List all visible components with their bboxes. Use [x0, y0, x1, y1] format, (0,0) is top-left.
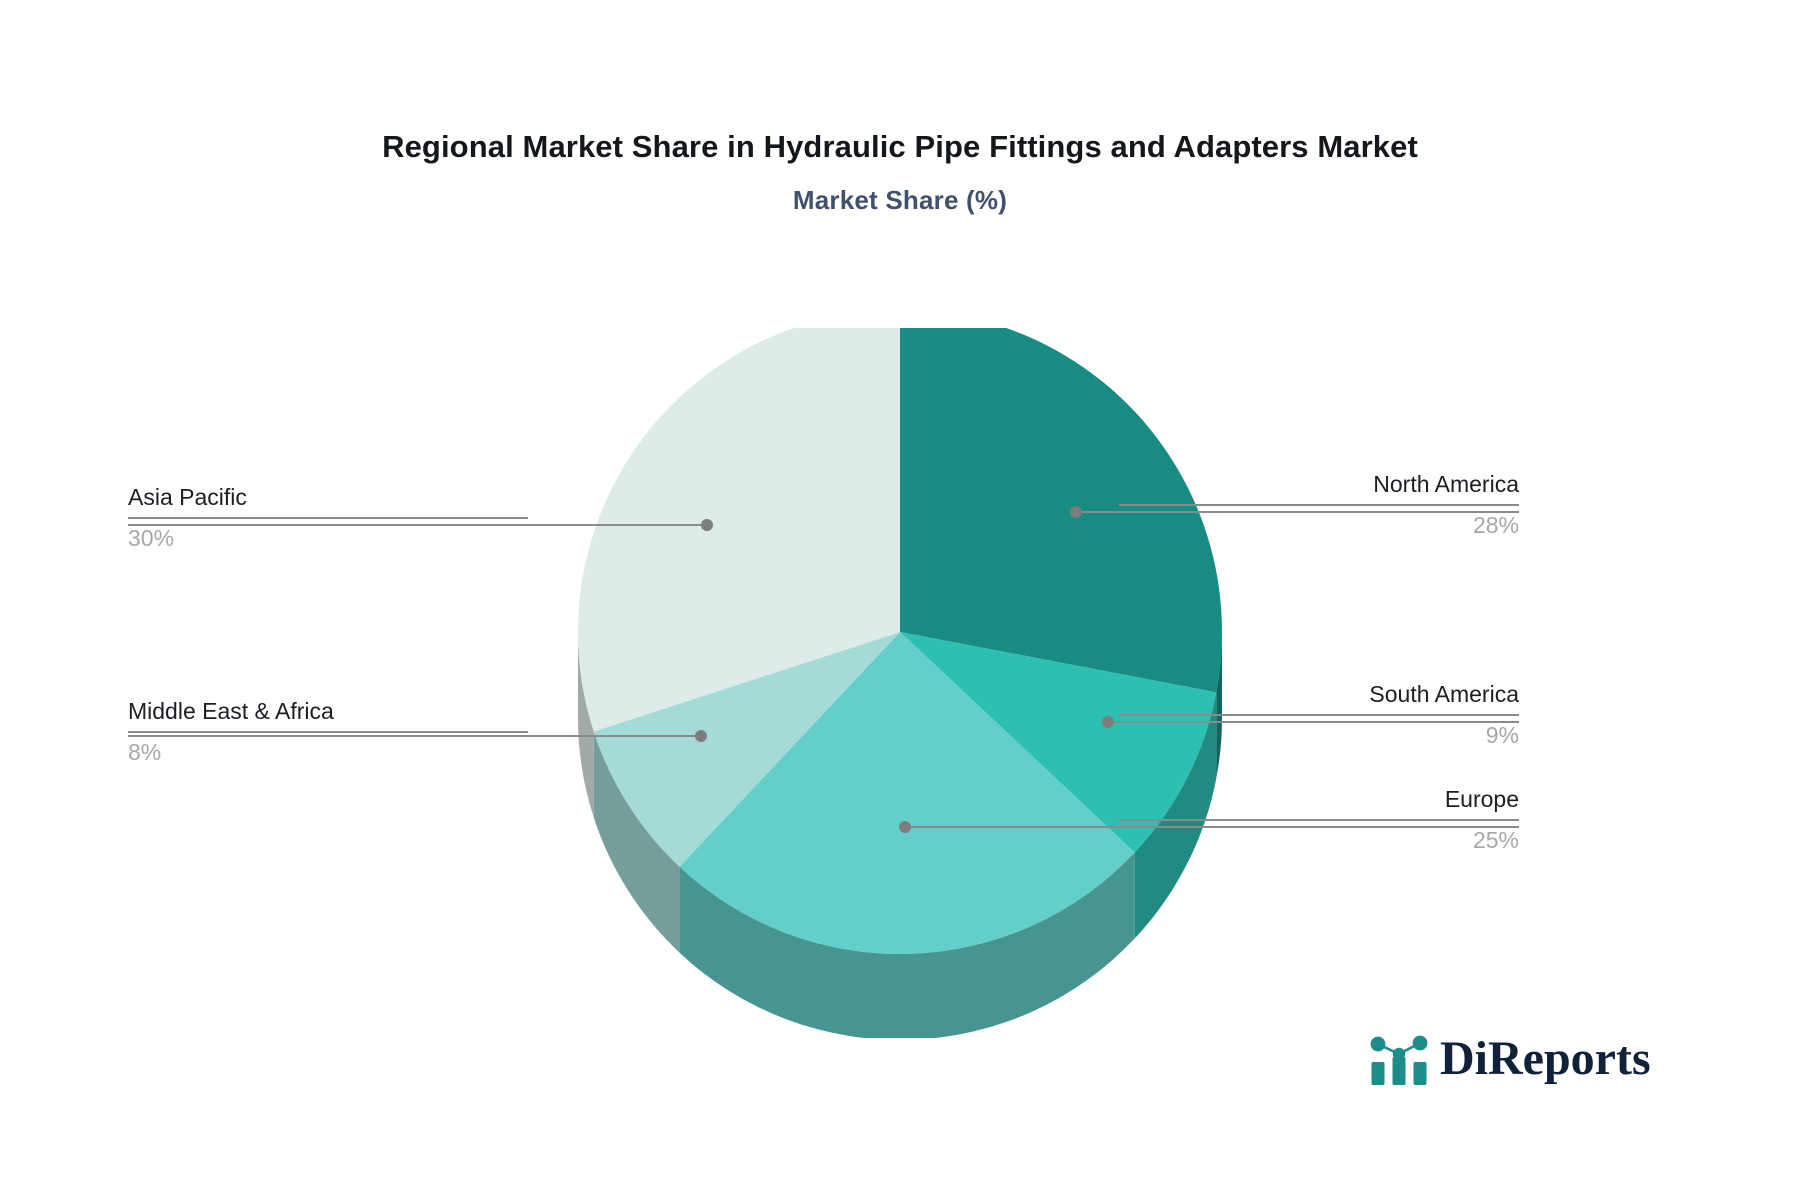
- pie-top-face: [578, 328, 1222, 954]
- callout-value-asia-pacific: 30%: [128, 524, 175, 551]
- callout-value-europe: 25%: [1472, 826, 1519, 853]
- chart-title: Regional Market Share in Hydraulic Pipe …: [382, 129, 1418, 164]
- callout-label-south-america: South America: [1369, 681, 1519, 707]
- pie-svg: [578, 328, 1222, 1038]
- chart-subtitle: Market Share (%): [792, 185, 1008, 216]
- pie-side-north-america: [1216, 632, 1222, 779]
- pie-slice-asia-pacific[interactable]: [578, 328, 900, 732]
- pie-side-europe: [679, 852, 1135, 1038]
- callout-europe: Europe 25%: [1119, 785, 1519, 855]
- bar-line-chart-icon: [1370, 1035, 1428, 1085]
- callout-rule: [128, 730, 528, 733]
- pie-slice-europe[interactable]: [679, 632, 1135, 954]
- callout-label-asia-pacific: Asia Pacific: [128, 484, 247, 510]
- pie-side-south-america: [1134, 692, 1217, 939]
- callout-value-south-america: 9%: [1485, 721, 1519, 748]
- callout-value-north-america: 28%: [1472, 511, 1519, 538]
- pie-3d-sides: [578, 632, 1222, 1038]
- callout-rule: [1119, 503, 1519, 506]
- pie-slice-north-america[interactable]: [900, 328, 1222, 693]
- brand-name: DiReports: [1440, 1032, 1651, 1085]
- direports-logo: DiReports: [1368, 1032, 1651, 1086]
- callout-label-middle-east-africa: Middle East & Africa: [128, 698, 334, 724]
- callout-south-america: South America 9%: [1119, 680, 1519, 750]
- pie-side-middle-east-africa: [593, 731, 680, 953]
- chart-header: Regional Market Share in Hydraulic Pipe …: [0, 128, 1800, 216]
- callout-rule: [1119, 818, 1519, 821]
- pie-slice-middle-east-africa[interactable]: [593, 632, 900, 867]
- callout-rule: [128, 516, 528, 519]
- pie-side-asia-pacific: [578, 632, 594, 818]
- callout-value-middle-east-africa: 8%: [128, 738, 162, 765]
- callout-rule: [1119, 713, 1519, 716]
- callout-north-america: North America 28%: [1119, 470, 1519, 540]
- callout-label-europe: Europe: [1444, 786, 1519, 812]
- callout-label-north-america: North America: [1373, 471, 1519, 497]
- callout-asia-pacific: Asia Pacific 30%: [128, 483, 528, 553]
- pie-graphic: [576, 328, 1232, 1038]
- callout-middle-east-africa: Middle East & Africa 8%: [128, 697, 528, 767]
- pie-slice-south-america[interactable]: [900, 632, 1217, 853]
